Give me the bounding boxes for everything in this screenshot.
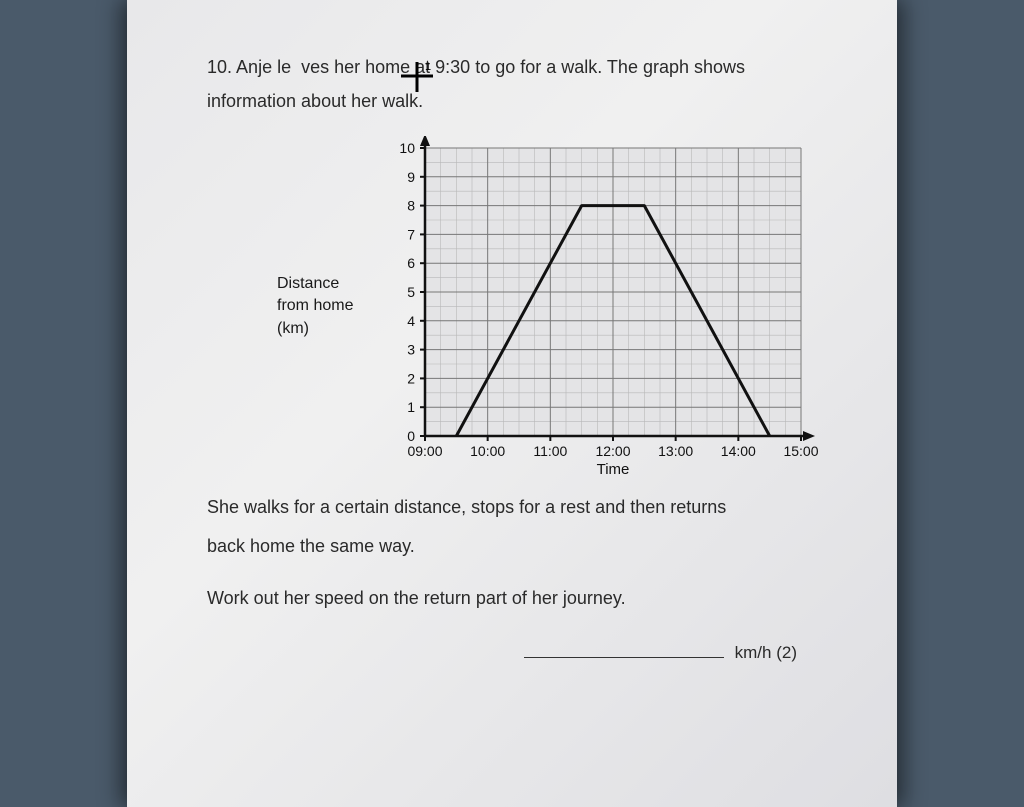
ylabel-2: from home (277, 295, 367, 317)
svg-text:2: 2 (407, 371, 415, 387)
svg-text:9: 9 (407, 169, 415, 185)
answer-blank[interactable] (524, 657, 724, 658)
q-l1b: ves her home at 9:30 to go for a walk. T… (301, 57, 745, 77)
distance-time-chart: 09:00 10:00 11:00 12:00 13:00 14:00 15:00 0 1 2 3 4… (379, 136, 819, 476)
svg-text:4: 4 (407, 313, 415, 329)
question-line-5: Work out her speed on the return part of… (207, 581, 837, 615)
answer-marks: (2) (776, 643, 797, 662)
svg-text:14:00: 14:00 (721, 443, 756, 459)
question-number: 10. (207, 57, 232, 77)
svg-text:13:00: 13:00 (658, 443, 693, 459)
svg-text:7: 7 (407, 227, 415, 243)
svg-text:1: 1 (407, 400, 415, 416)
question-line-2: information about her walk. (207, 84, 837, 118)
question-line-3: She walks for a certain distance, stops … (207, 490, 837, 524)
chart-container: Distance from home (km) 09:00 10:00 11:00 1… (277, 136, 837, 476)
svg-text:12:00: 12:00 (595, 443, 630, 459)
worksheet-page: 1 10. Anje le ves her home at 9:30 to go … (127, 0, 897, 807)
svg-text:0: 0 (407, 428, 415, 444)
question-line-1: 10. Anje le ves her home at 9:30 to go fo… (207, 50, 837, 84)
svg-text:6: 6 (407, 256, 415, 272)
ylabel-1: Distance (277, 273, 367, 295)
answer-line: km/h (2) (207, 643, 837, 663)
svg-text:8: 8 (407, 198, 415, 214)
svg-text:3: 3 (407, 342, 415, 358)
svg-text:Time: Time (597, 461, 630, 476)
answer-unit: km/h (735, 643, 772, 662)
svg-text:10: 10 (399, 140, 415, 156)
svg-text:5: 5 (407, 284, 415, 300)
svg-text:15:00: 15:00 (783, 443, 818, 459)
question-line-4: back home the same way. (207, 529, 837, 563)
q-l1a: Anje le (236, 57, 291, 77)
svg-text:11:00: 11:00 (533, 443, 567, 459)
svg-text:10:00: 10:00 (470, 443, 505, 459)
y-axis-label: Distance from home (km) (277, 273, 367, 340)
ylabel-3: (km) (277, 318, 367, 340)
svg-text:09:00: 09:00 (407, 443, 442, 459)
